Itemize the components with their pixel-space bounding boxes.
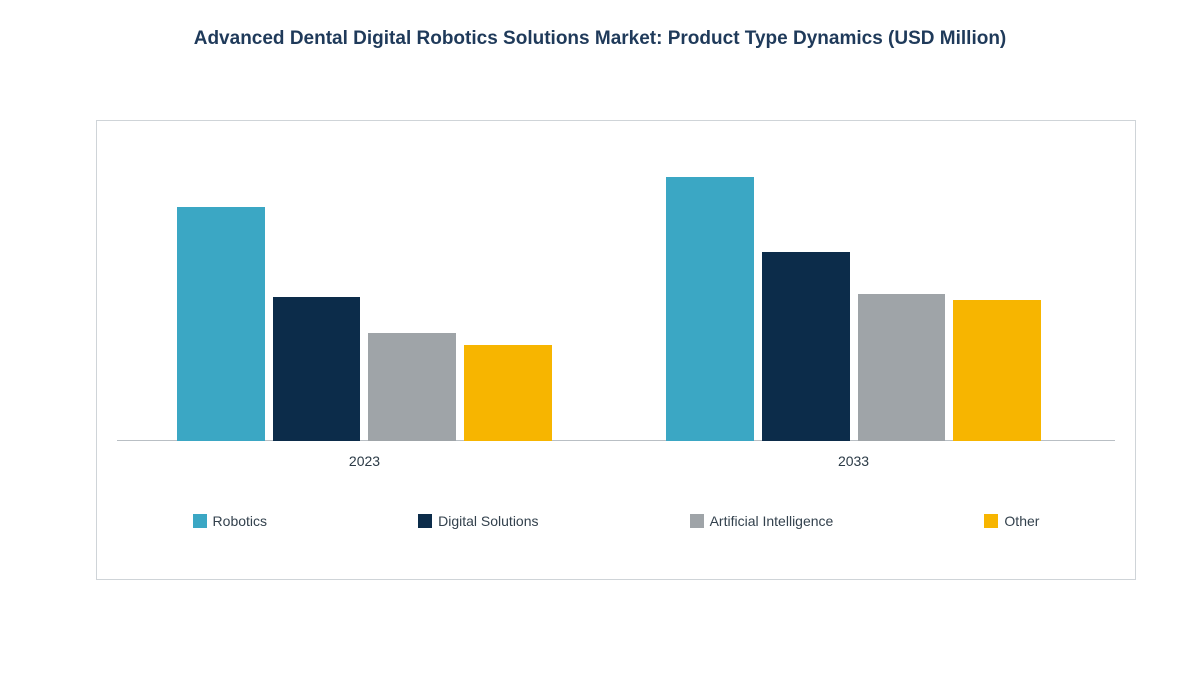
x-axis-labels: 2023 2033 [117,453,1115,483]
legend-swatch-robotics [193,514,207,528]
legend-item-robotics: Robotics [193,513,267,529]
legend-label-artificial-intelligence: Artificial Intelligence [710,513,834,529]
bar-group-2023 [177,141,576,441]
bar-2033-artificial-intelligence [858,294,946,441]
legend-item-artificial-intelligence: Artificial Intelligence [690,513,834,529]
plot-area [117,141,1115,441]
bar-2023-artificial-intelligence [368,333,456,441]
chart-frame: 2023 2033 Robotics Digital Solutions Art… [96,120,1136,580]
legend-item-other: Other [984,513,1039,529]
legend-label-robotics: Robotics [213,513,267,529]
chart-title: Advanced Dental Digital Robotics Solutio… [0,28,1200,50]
legend-label-digital-solutions: Digital Solutions [438,513,538,529]
chart-page: Advanced Dental Digital Robotics Solutio… [0,0,1200,675]
bar-2023-robotics [177,207,265,441]
bar-2033-robotics [666,177,754,441]
bar-2033-other [953,300,1041,441]
x-label-2033: 2033 [814,453,894,469]
bar-2033-digital-solutions [762,252,850,441]
x-label-2023: 2023 [325,453,405,469]
bar-2023-other [464,345,552,441]
legend: Robotics Digital Solutions Artificial In… [117,509,1115,533]
legend-swatch-other [984,514,998,528]
legend-swatch-artificial-intelligence [690,514,704,528]
legend-item-digital-solutions: Digital Solutions [418,513,538,529]
legend-label-other: Other [1004,513,1039,529]
bar-group-2033 [666,141,1065,441]
legend-swatch-digital-solutions [418,514,432,528]
bar-2023-digital-solutions [273,297,361,441]
